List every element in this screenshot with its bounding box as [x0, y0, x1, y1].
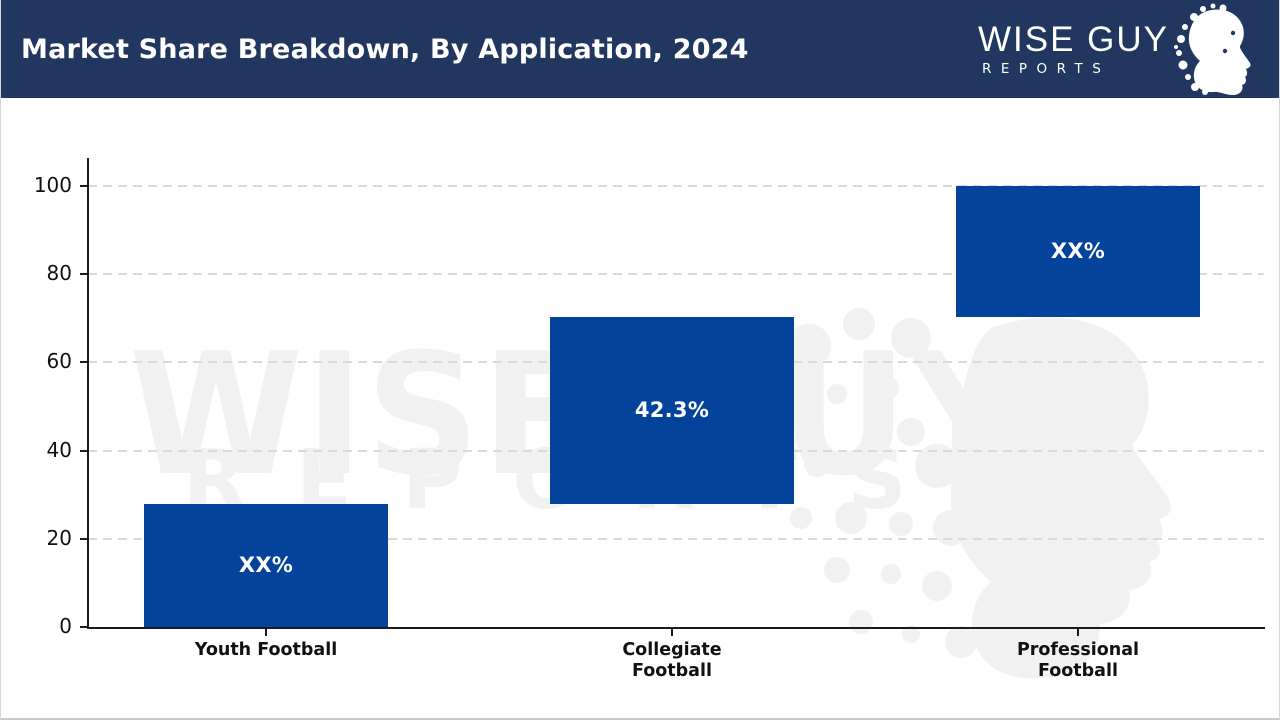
y-tickmark [80, 449, 88, 452]
y-tickmark [80, 537, 88, 540]
bar-value-label: XX% [238, 553, 294, 578]
y-tickmark [80, 185, 88, 187]
x-category-label-line: Collegiate [622, 640, 722, 660]
y-gridline [88, 185, 1264, 187]
logo-face-dots-icon [1174, 3, 1251, 95]
y-tick-label: 0 [59, 614, 72, 638]
x-category-label-line: Youth Football [194, 640, 338, 660]
y-tick-label: 20 [46, 525, 72, 550]
header-banner: Market Share Breakdown, By Application, … [1, 0, 1279, 98]
brand-logo: WISE GUY REPORTS [978, 3, 1255, 95]
page-title: Market Share Breakdown, By Application, … [21, 33, 749, 65]
y-tick-label: 80 [46, 261, 72, 286]
y-tick-label: 100 [33, 173, 72, 197]
y-axis-line [87, 158, 89, 629]
y-gridline [88, 273, 1264, 276]
x-category-label-line: Professional [1016, 640, 1140, 660]
x-category-label-line: Football [632, 660, 712, 681]
x-tickmark [1077, 629, 1079, 636]
bar: 42.3% [550, 316, 794, 504]
x-category-label: Youth Football [136, 640, 396, 661]
x-tickmark [671, 629, 673, 636]
bar-value-label: XX% [1050, 239, 1106, 264]
y-gridline [88, 537, 1264, 540]
x-category-label: Professional Football [948, 640, 1208, 681]
y-tick-label: 40 [46, 437, 72, 462]
bar-value-label: 42.3% [634, 398, 710, 423]
y-tickmark [80, 626, 88, 628]
x-tickmark [265, 629, 267, 636]
x-axis-line [87, 627, 1265, 629]
y-tickmark [80, 273, 88, 276]
logo-wordmark: WISE GUY [977, 19, 1169, 59]
y-tick-label: 60 [46, 349, 72, 374]
x-category-label: Collegiate Football [542, 640, 802, 681]
bar: XX% [956, 186, 1200, 317]
x-category-label-line: Football [1038, 660, 1118, 681]
bar: XX% [144, 503, 388, 627]
y-tickmark [80, 361, 88, 364]
logo-subtitle: REPORTS [981, 60, 1111, 77]
logo-wordmark-block: WISE GUY REPORTS [978, 22, 1169, 77]
